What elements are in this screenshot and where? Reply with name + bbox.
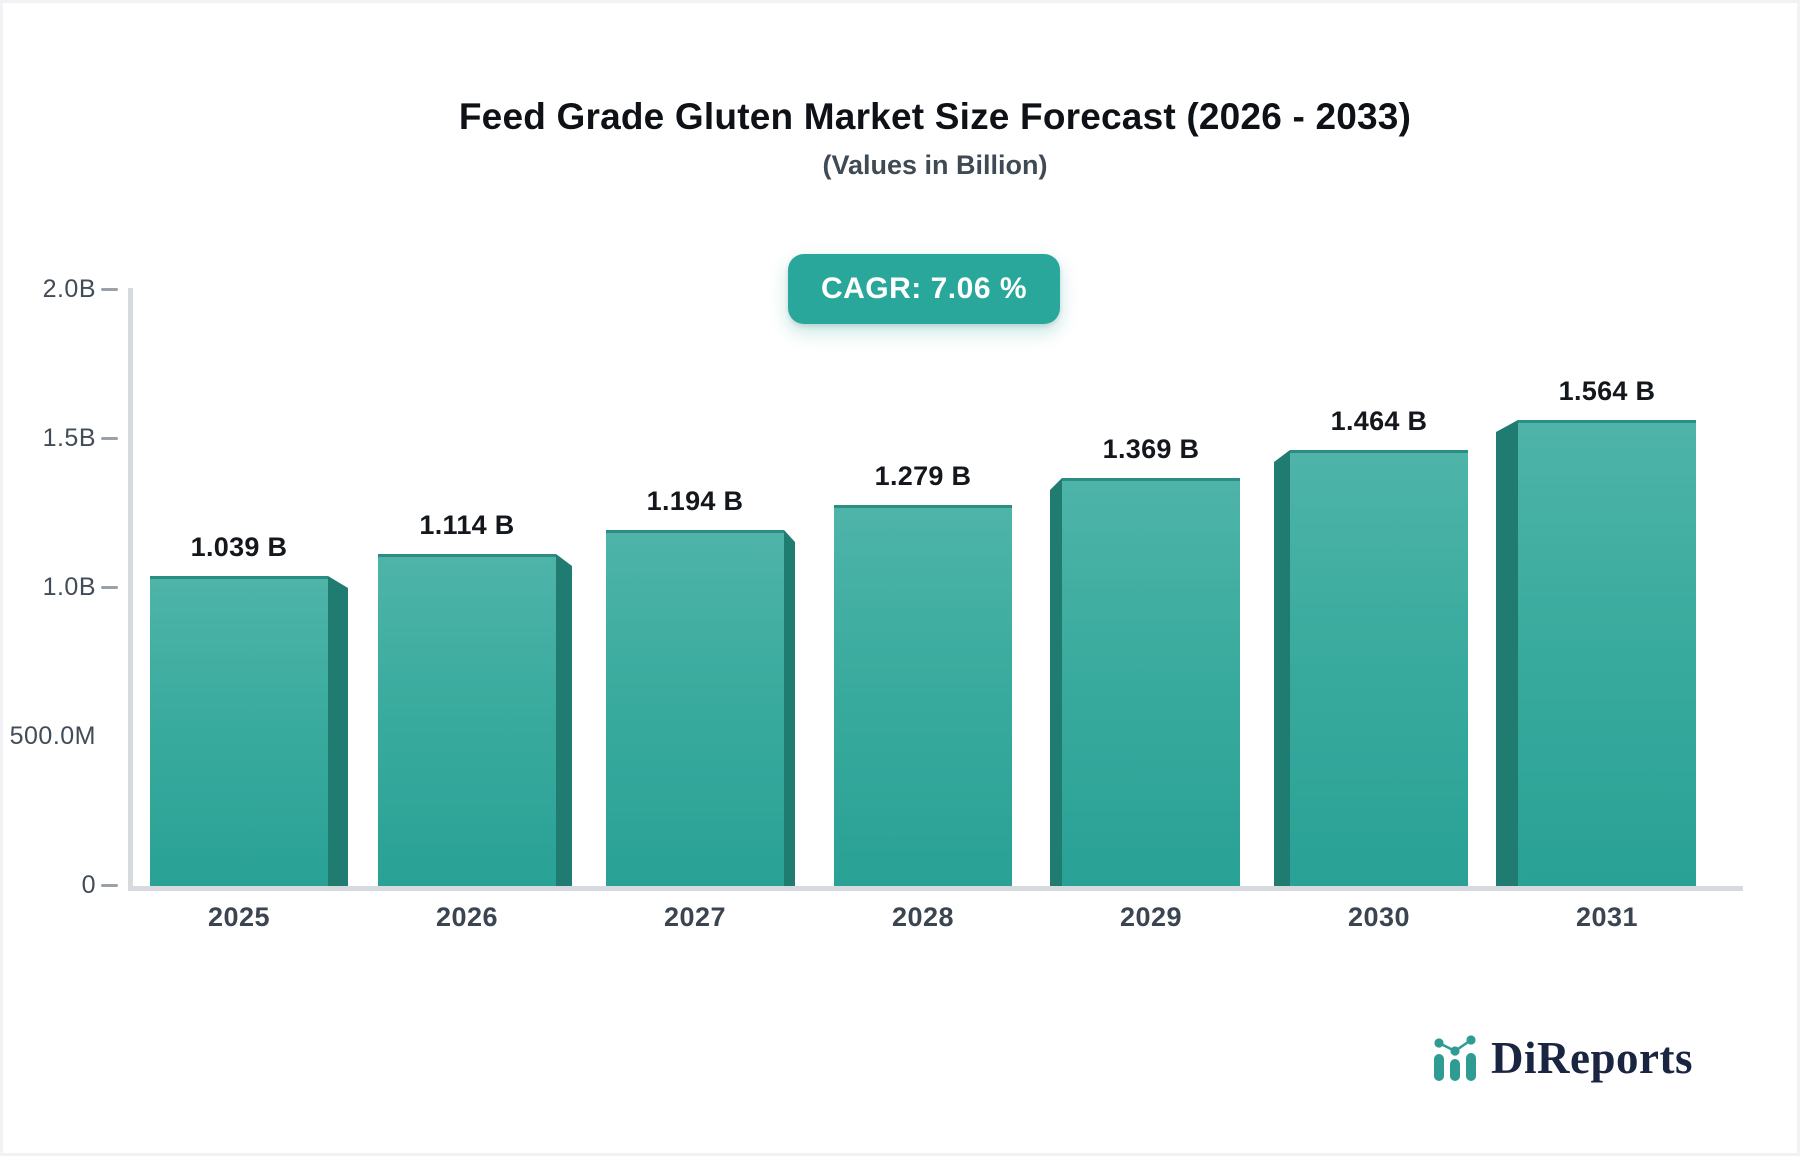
bar-3d-side-2029 <box>1050 478 1062 886</box>
bar-2028 <box>834 505 1012 886</box>
cagr-badge: CAGR: 7.06 % <box>788 254 1060 324</box>
x-axis-label-2030: 2030 <box>1347 902 1411 932</box>
bar-3d-side-2031 <box>1496 420 1518 886</box>
bar-value-label-2027: 1.194 B <box>646 486 744 516</box>
y-axis-label: 1.0B <box>42 573 96 601</box>
cagr-badge-label: CAGR: 7.06 % <box>820 272 1028 305</box>
bar-2025 <box>150 576 328 886</box>
bar-value-label-2030: 1.464 B <box>1330 406 1428 436</box>
y-axis-label: 0 <box>81 871 96 899</box>
chart-title: Feed Grade Gluten Market Size Forecast (… <box>458 96 1412 137</box>
x-axis-label-2031: 2031 <box>1575 902 1639 932</box>
bar-value-label-2028: 1.279 B <box>874 461 972 491</box>
bar-value-label-2031: 1.564 B <box>1558 376 1656 406</box>
y-axis-tick <box>101 884 118 887</box>
bar-2030 <box>1290 450 1468 886</box>
bar-3d-side-2026 <box>556 554 572 886</box>
bar-3d-side-2027 <box>784 530 795 886</box>
bar-2031 <box>1518 420 1696 886</box>
y-axis-label: 500.0M <box>9 722 96 750</box>
bar-2027 <box>606 530 784 886</box>
y-axis-label: 1.5B <box>42 424 96 452</box>
bar-3d-side-2025 <box>328 576 348 886</box>
x-axis-label-2028: 2028 <box>891 902 955 932</box>
bar-2029 <box>1062 478 1240 886</box>
bar-value-label-2029: 1.369 B <box>1102 434 1200 464</box>
y-axis-tick <box>101 288 118 291</box>
bar-2026 <box>378 554 556 886</box>
y-axis-label: 2.0B <box>42 275 96 303</box>
y-axis-tick <box>101 437 118 440</box>
x-axis-label-2025: 2025 <box>207 902 271 932</box>
bar-value-label-2026: 1.114 B <box>419 510 515 540</box>
x-axis-label-2027: 2027 <box>663 902 727 932</box>
chart-subtitle: (Values in Billion) <box>822 150 1048 180</box>
bar-line-chart-icon <box>1434 1035 1476 1081</box>
x-axis-label-2026: 2026 <box>435 902 499 932</box>
x-axis-line <box>128 886 1743 891</box>
brand-logo: DiReports <box>1430 1032 1693 1084</box>
y-axis-tick <box>101 586 118 589</box>
brand-logo-text: DiReports <box>1491 1033 1693 1083</box>
x-axis-label-2029: 2029 <box>1119 902 1183 932</box>
bar-3d-side-2030 <box>1274 450 1290 886</box>
bar-value-label-2025: 1.039 B <box>190 532 288 562</box>
y-axis-line <box>128 288 133 891</box>
